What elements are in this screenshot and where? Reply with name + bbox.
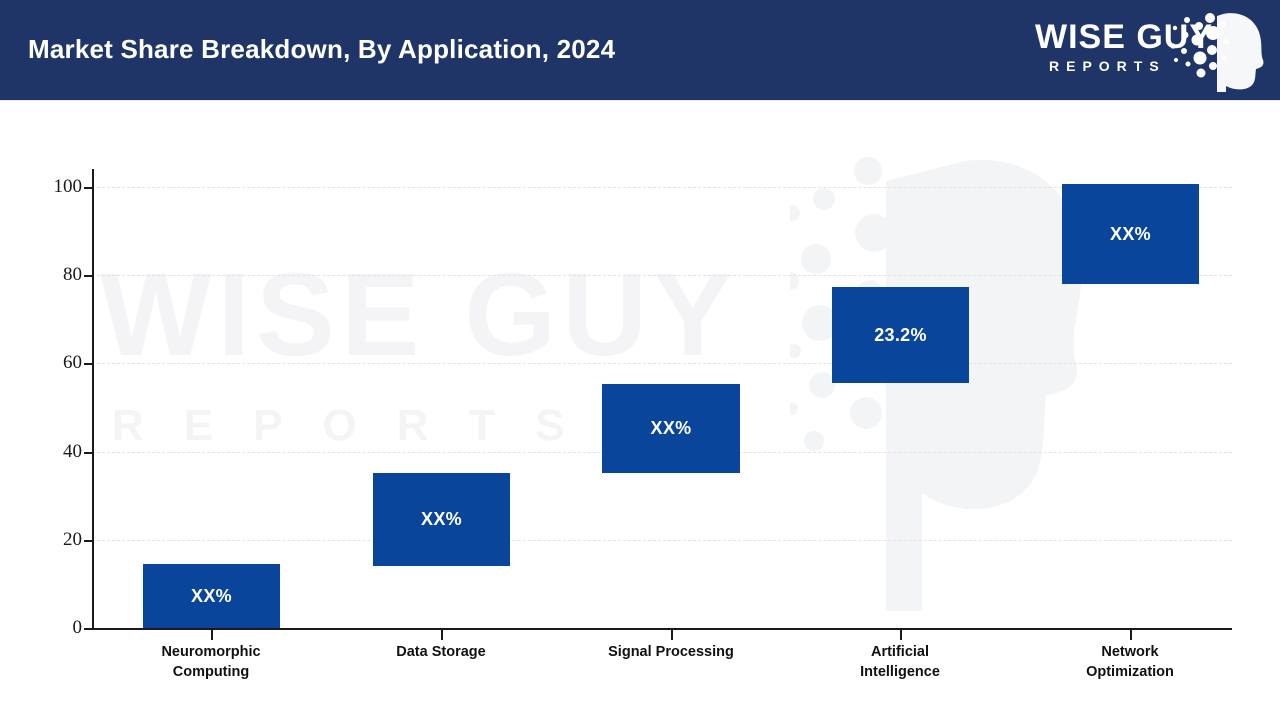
x-label-line: Data Storage	[396, 644, 486, 660]
x-label-line: Artificial	[870, 644, 929, 660]
x-label-line: Neuromorphic	[161, 644, 261, 660]
bar-neuromorphic-computing[interactable]: XX%	[143, 564, 280, 628]
x-axis-label-artificial-intelligence: Artificial Intelligence	[800, 642, 1000, 682]
y-tick-label-60: 60	[63, 352, 82, 373]
bar-value-label: XX%	[191, 585, 232, 606]
brand-logo: WISE GUY REPORTS	[1027, 6, 1272, 94]
x-tick-mark-1	[441, 630, 443, 640]
y-tick-label-40: 40	[63, 441, 82, 462]
bar-value-label: 23.2%	[874, 324, 927, 345]
watermark-text: WISE GUY	[100, 249, 739, 381]
y-tick-mark-40	[84, 452, 93, 454]
y-tick-mark-100	[84, 187, 93, 189]
y-tick-mark-20	[84, 540, 93, 542]
gridline-100	[92, 187, 1232, 188]
watermark-subtext: REPORTS	[112, 401, 605, 450]
x-axis-label-network-optimization: Network Optimization	[1030, 642, 1230, 682]
logo-head-icon	[1170, 13, 1264, 93]
x-tick-mark-0	[211, 630, 213, 640]
x-axis-line	[92, 628, 1232, 630]
page-header: Market Share Breakdown, By Application, …	[0, 0, 1280, 100]
y-tick-label-0: 0	[72, 617, 83, 638]
bar-network-optimization[interactable]: XX%	[1062, 184, 1199, 284]
bar-data-storage[interactable]: XX%	[373, 473, 510, 566]
logo-text: WISE GUY	[1035, 18, 1214, 56]
x-label-line: Optimization	[1086, 664, 1174, 680]
gridline-20	[92, 540, 1232, 541]
logo-subtext: REPORTS	[1049, 58, 1166, 74]
x-label-line: Intelligence	[860, 664, 940, 680]
x-tick-mark-3	[900, 630, 902, 640]
y-tick-mark-60	[84, 363, 93, 365]
x-tick-mark-4	[1130, 630, 1132, 640]
gridline-60	[92, 363, 1232, 364]
y-tick-label-100: 100	[53, 176, 83, 197]
bar-value-label: XX%	[650, 418, 692, 438]
y-tick-mark-0	[84, 628, 93, 630]
x-label-line: Computing	[172, 664, 250, 680]
y-tick-mark-80	[84, 275, 93, 277]
x-label-line: Network	[1101, 644, 1159, 660]
x-axis-label-neuromorphic-computing: Neuromorphic Computing	[111, 642, 311, 682]
x-tick-mark-2	[671, 630, 673, 640]
page-title: Market Share Breakdown, By Application, …	[28, 34, 616, 64]
chart-canvas: WISE GUY REPORTS XX%	[0, 100, 1280, 721]
x-axis-label-data-storage: Data Storage	[341, 642, 541, 662]
bar-artificial-intelligence[interactable]: 23.2%	[832, 287, 969, 383]
bar-value-label: XX%	[421, 509, 462, 529]
x-axis-label-signal-processing: Signal Processing	[571, 642, 771, 662]
bar-value-label: XX%	[1110, 223, 1151, 244]
y-axis-line	[92, 169, 94, 628]
y-tick-label-20: 20	[63, 529, 82, 550]
y-tick-label-80: 80	[63, 264, 82, 285]
x-label-line: Signal Processing	[608, 644, 734, 660]
gridline-80	[92, 275, 1232, 276]
bar-signal-processing[interactable]: XX%	[602, 384, 740, 473]
